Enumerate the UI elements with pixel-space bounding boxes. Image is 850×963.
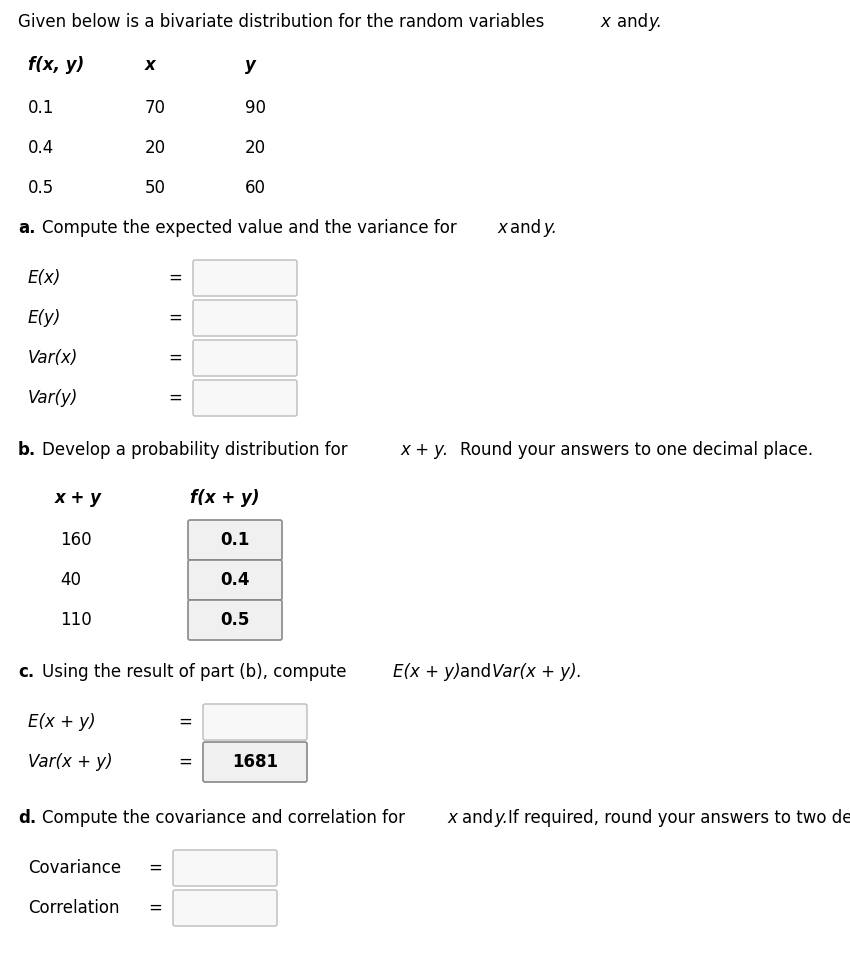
Text: d.: d.: [18, 809, 37, 827]
Text: and: and: [617, 13, 648, 31]
Text: a.: a.: [18, 219, 36, 237]
Text: E(x + y): E(x + y): [393, 663, 461, 681]
Text: =: =: [178, 713, 192, 731]
Text: y: y: [245, 56, 256, 74]
Text: Round your answers to one decimal place.: Round your answers to one decimal place.: [460, 441, 813, 459]
Text: 160: 160: [60, 531, 92, 549]
FancyBboxPatch shape: [193, 340, 297, 376]
Text: =: =: [168, 269, 182, 287]
Text: Var(x + y): Var(x + y): [28, 753, 112, 771]
Text: E(x + y): E(x + y): [28, 713, 95, 731]
FancyBboxPatch shape: [188, 520, 282, 560]
Text: y.: y.: [494, 809, 507, 827]
Text: 1681: 1681: [232, 753, 278, 771]
Text: 70: 70: [145, 99, 166, 117]
Text: and: and: [462, 809, 493, 827]
Text: =: =: [168, 389, 182, 407]
FancyBboxPatch shape: [188, 560, 282, 600]
Text: 0.1: 0.1: [220, 531, 250, 549]
FancyBboxPatch shape: [193, 260, 297, 296]
Text: =: =: [168, 349, 182, 367]
Text: Compute the expected value and the variance for: Compute the expected value and the varia…: [42, 219, 456, 237]
Text: 0.4: 0.4: [220, 571, 250, 589]
Text: 40: 40: [60, 571, 81, 589]
Text: y.: y.: [543, 219, 557, 237]
Text: 60: 60: [245, 179, 266, 197]
Text: Var(x + y).: Var(x + y).: [492, 663, 582, 681]
Text: x: x: [447, 809, 456, 827]
Text: x: x: [497, 219, 507, 237]
Text: f(x + y): f(x + y): [190, 489, 259, 507]
Text: Using the result of part (b), compute: Using the result of part (b), compute: [42, 663, 347, 681]
FancyBboxPatch shape: [193, 300, 297, 336]
Text: 0.5: 0.5: [220, 611, 250, 629]
Text: y.: y.: [648, 13, 662, 31]
Text: E(x): E(x): [28, 269, 61, 287]
Text: 90: 90: [245, 99, 266, 117]
Text: E(y): E(y): [28, 309, 61, 327]
Text: Var(y): Var(y): [28, 389, 78, 407]
Text: Var(x): Var(x): [28, 349, 78, 367]
Text: Compute the covariance and correlation for: Compute the covariance and correlation f…: [42, 809, 405, 827]
Text: x + y: x + y: [55, 489, 102, 507]
Text: 50: 50: [145, 179, 166, 197]
Text: 110: 110: [60, 611, 92, 629]
Text: and: and: [460, 663, 491, 681]
FancyBboxPatch shape: [173, 890, 277, 926]
Text: and: and: [510, 219, 541, 237]
Text: 20: 20: [145, 139, 166, 157]
Text: c.: c.: [18, 663, 34, 681]
FancyBboxPatch shape: [173, 850, 277, 886]
Text: If required, round your answers to two decimal places.: If required, round your answers to two d…: [508, 809, 850, 827]
FancyBboxPatch shape: [193, 380, 297, 416]
Text: =: =: [178, 753, 192, 771]
Text: f(x, y): f(x, y): [28, 56, 84, 74]
Text: =: =: [148, 859, 162, 877]
Text: Given below is a bivariate distribution for the random variables: Given below is a bivariate distribution …: [18, 13, 544, 31]
FancyBboxPatch shape: [203, 742, 307, 782]
Text: =: =: [148, 899, 162, 917]
Text: =: =: [168, 309, 182, 327]
Text: x: x: [600, 13, 609, 31]
Text: 0.4: 0.4: [28, 139, 54, 157]
Text: x + y.: x + y.: [400, 441, 448, 459]
Text: 20: 20: [245, 139, 266, 157]
Text: b.: b.: [18, 441, 37, 459]
Text: Covariance: Covariance: [28, 859, 121, 877]
Text: Correlation: Correlation: [28, 899, 120, 917]
Text: 0.5: 0.5: [28, 179, 54, 197]
FancyBboxPatch shape: [188, 600, 282, 640]
FancyBboxPatch shape: [203, 704, 307, 740]
Text: Develop a probability distribution for: Develop a probability distribution for: [42, 441, 348, 459]
Text: 0.1: 0.1: [28, 99, 54, 117]
Text: x: x: [145, 56, 156, 74]
